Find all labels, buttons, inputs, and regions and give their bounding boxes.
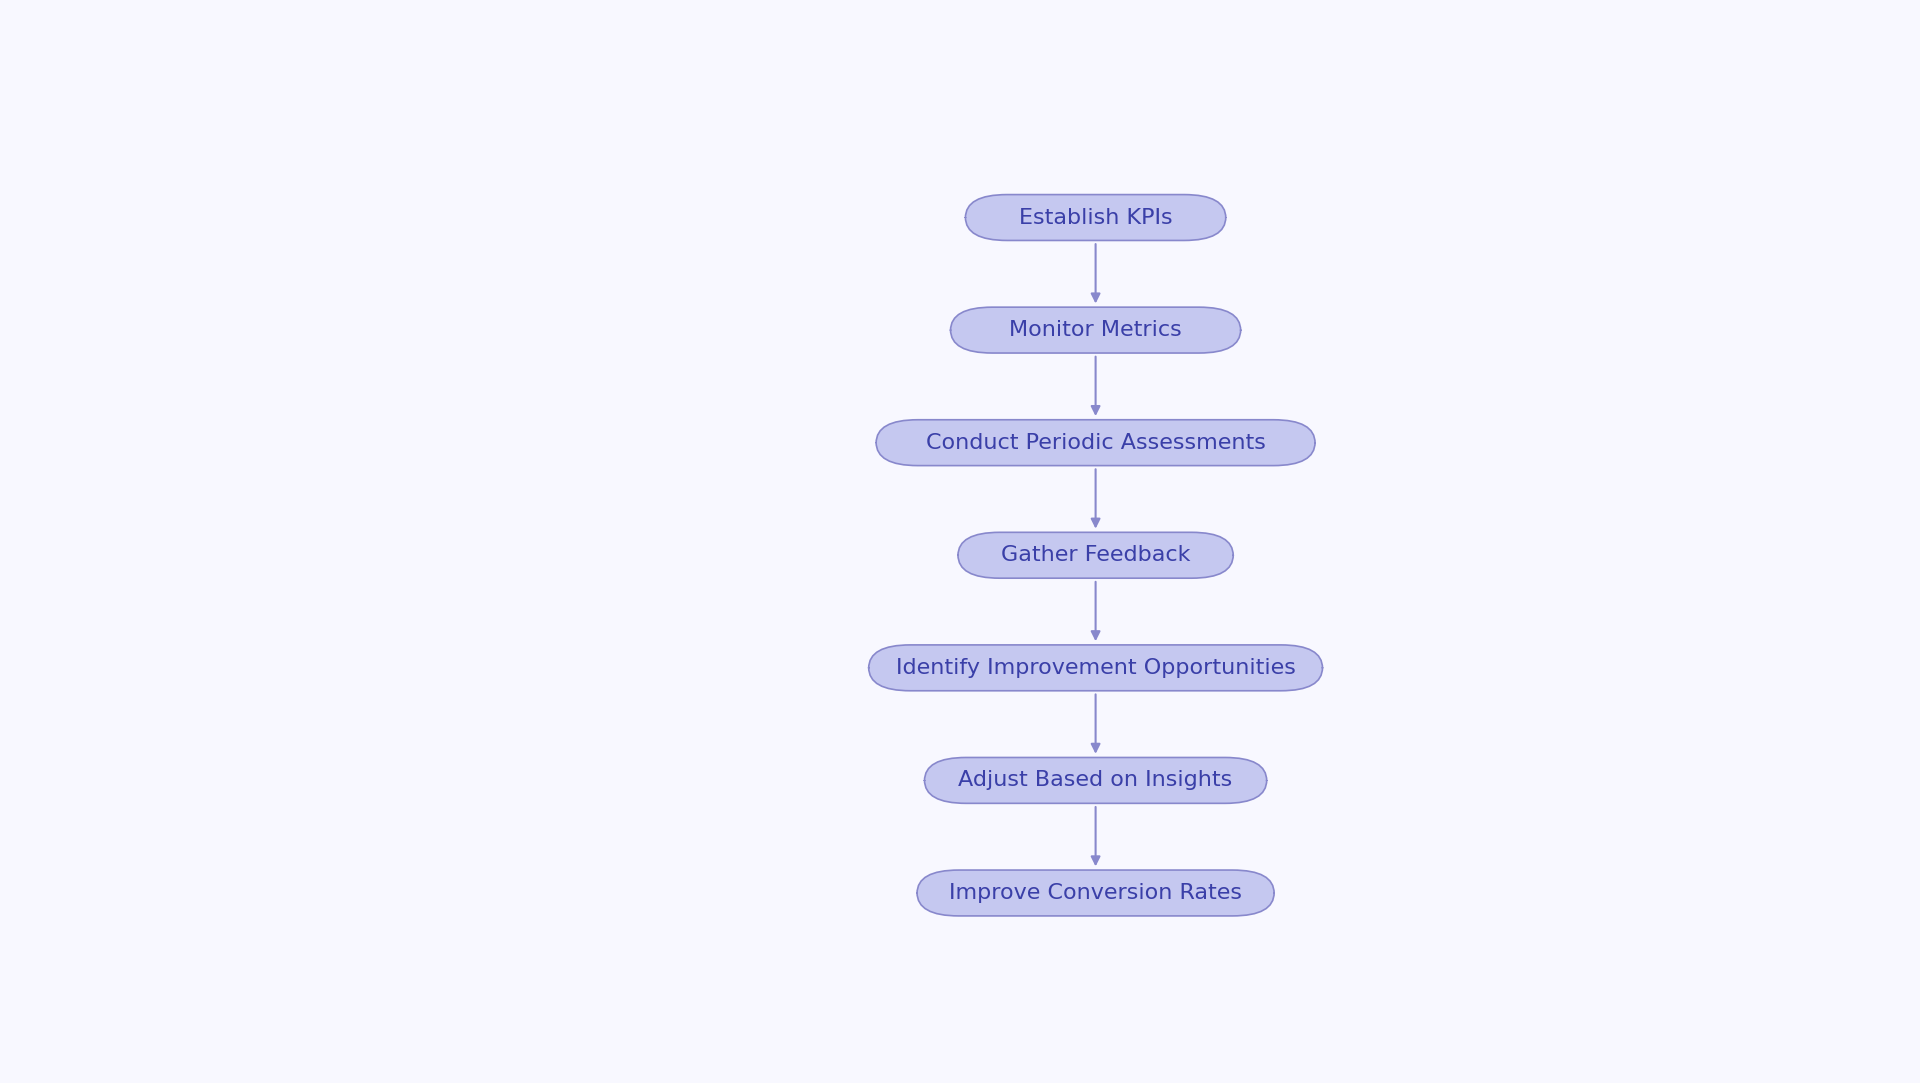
- FancyBboxPatch shape: [966, 195, 1225, 240]
- FancyBboxPatch shape: [924, 757, 1267, 804]
- FancyBboxPatch shape: [958, 533, 1233, 578]
- Text: Adjust Based on Insights: Adjust Based on Insights: [958, 770, 1233, 791]
- Text: Improve Conversion Rates: Improve Conversion Rates: [948, 883, 1242, 903]
- FancyBboxPatch shape: [950, 308, 1240, 353]
- Text: Conduct Periodic Assessments: Conduct Periodic Assessments: [925, 433, 1265, 453]
- FancyBboxPatch shape: [868, 644, 1323, 691]
- FancyBboxPatch shape: [876, 420, 1315, 466]
- Text: Gather Feedback: Gather Feedback: [1000, 545, 1190, 565]
- FancyBboxPatch shape: [918, 870, 1275, 916]
- Text: Establish KPIs: Establish KPIs: [1020, 208, 1173, 227]
- Text: Identify Improvement Opportunities: Identify Improvement Opportunities: [895, 657, 1296, 678]
- Text: Monitor Metrics: Monitor Metrics: [1010, 321, 1183, 340]
